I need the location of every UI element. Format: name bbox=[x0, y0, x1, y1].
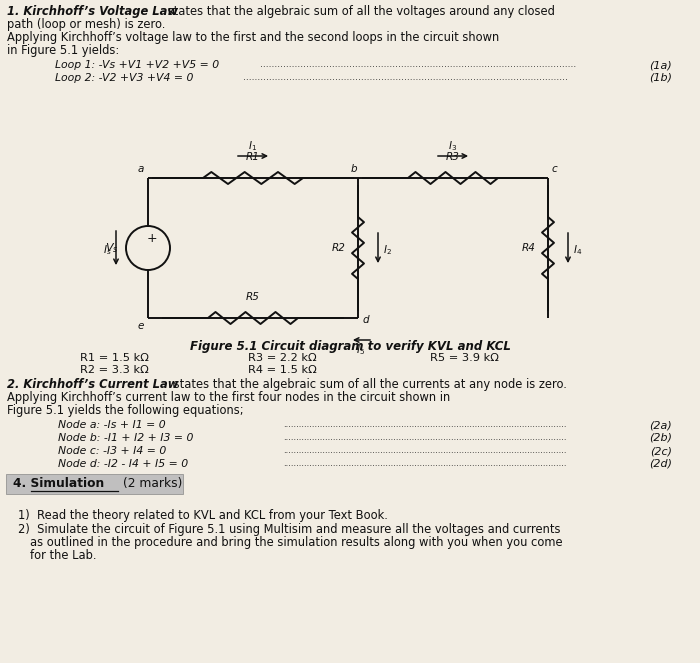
Text: R3 = 2.2 kΩ: R3 = 2.2 kΩ bbox=[248, 353, 316, 363]
Text: as outlined in the procedure and bring the simulation results along with you whe: as outlined in the procedure and bring t… bbox=[30, 536, 563, 549]
Text: in Figure 5.1 yields:: in Figure 5.1 yields: bbox=[7, 44, 119, 57]
Text: R4 = 1.5 kΩ: R4 = 1.5 kΩ bbox=[248, 365, 316, 375]
Text: Applying Kirchhoff’s current law to the first four nodes in the circuit shown in: Applying Kirchhoff’s current law to the … bbox=[7, 391, 450, 404]
Text: R2 = 3.3 kΩ: R2 = 3.3 kΩ bbox=[80, 365, 148, 375]
FancyBboxPatch shape bbox=[6, 474, 183, 494]
Text: (2b): (2b) bbox=[649, 433, 672, 443]
Text: (1b): (1b) bbox=[649, 73, 672, 83]
Text: $I_5$: $I_5$ bbox=[356, 343, 365, 357]
Text: $I_3$: $I_3$ bbox=[449, 139, 458, 153]
Text: R1: R1 bbox=[246, 152, 260, 162]
Text: R3: R3 bbox=[446, 152, 460, 162]
Text: 1)  Read the theory related to KVL and KCL from your Text Book.: 1) Read the theory related to KVL and KC… bbox=[18, 509, 388, 522]
Text: ................................................................................: ........................................… bbox=[283, 446, 566, 455]
Text: Node c: -I3 + I4 = 0: Node c: -I3 + I4 = 0 bbox=[58, 446, 167, 456]
Text: (2d): (2d) bbox=[649, 459, 672, 469]
Text: R5: R5 bbox=[246, 292, 260, 302]
Text: $I_4$: $I_4$ bbox=[573, 243, 582, 257]
Text: Figure 5.1 Circuit diagram to verify KVL and KCL: Figure 5.1 Circuit diagram to verify KVL… bbox=[190, 340, 510, 353]
Text: ................................................................................: ........................................… bbox=[260, 60, 576, 69]
Text: 2. Kirchhoff’s Current Law: 2. Kirchhoff’s Current Law bbox=[7, 378, 178, 391]
Text: $I_1$: $I_1$ bbox=[248, 139, 258, 153]
Text: d: d bbox=[363, 315, 370, 325]
Text: Loop 2: -V2 +V3 +V4 = 0: Loop 2: -V2 +V3 +V4 = 0 bbox=[55, 73, 193, 83]
Text: $I_s$: $I_s$ bbox=[104, 243, 112, 257]
Text: c: c bbox=[552, 164, 558, 174]
Text: b: b bbox=[351, 164, 357, 174]
Text: Node a: -Is + I1 = 0: Node a: -Is + I1 = 0 bbox=[58, 420, 166, 430]
Text: R1 = 1.5 kΩ: R1 = 1.5 kΩ bbox=[80, 353, 149, 363]
Text: R5 = 3.9 kΩ: R5 = 3.9 kΩ bbox=[430, 353, 499, 363]
Text: (1a): (1a) bbox=[650, 60, 672, 70]
Text: (2c): (2c) bbox=[650, 446, 672, 456]
Text: 1. Kirchhoff’s Voltage Law: 1. Kirchhoff’s Voltage Law bbox=[7, 5, 178, 18]
Text: (2a): (2a) bbox=[650, 420, 672, 430]
Text: Loop 1: -Vs +V1 +V2 +V5 = 0: Loop 1: -Vs +V1 +V2 +V5 = 0 bbox=[55, 60, 219, 70]
Text: ................................................................................: ........................................… bbox=[283, 433, 566, 442]
Text: $I_2$: $I_2$ bbox=[383, 243, 392, 257]
Text: ................................................................................: ........................................… bbox=[283, 459, 566, 468]
Text: Node b: -I1 + I2 + I3 = 0: Node b: -I1 + I2 + I3 = 0 bbox=[58, 433, 193, 443]
Text: R2: R2 bbox=[332, 243, 346, 253]
Text: ................................................................................: ........................................… bbox=[283, 420, 566, 429]
Text: ................................................................................: ........................................… bbox=[243, 73, 568, 82]
Text: path (loop or mesh) is zero.: path (loop or mesh) is zero. bbox=[7, 18, 165, 31]
Text: Node d: -I2 - I4 + I5 = 0: Node d: -I2 - I4 + I5 = 0 bbox=[58, 459, 188, 469]
Text: Figure 5.1 yields the following equations;: Figure 5.1 yields the following equation… bbox=[7, 404, 244, 417]
Text: e: e bbox=[138, 321, 144, 331]
Text: (2 marks): (2 marks) bbox=[123, 477, 183, 490]
Text: states that the algebraic sum of all the currents at any node is zero.: states that the algebraic sum of all the… bbox=[170, 378, 567, 391]
Text: 2)  Simulate the circuit of Figure 5.1 using Multisim and measure all the voltag: 2) Simulate the circuit of Figure 5.1 us… bbox=[18, 523, 561, 536]
Text: for the Lab.: for the Lab. bbox=[30, 549, 97, 562]
Text: 4. Simulation: 4. Simulation bbox=[13, 477, 104, 490]
Text: $V_s$: $V_s$ bbox=[104, 241, 118, 255]
Text: R4: R4 bbox=[522, 243, 536, 253]
Text: +: + bbox=[147, 231, 158, 245]
Text: a: a bbox=[138, 164, 144, 174]
Text: Applying Kirchhoff’s voltage law to the first and the second loops in the circui: Applying Kirchhoff’s voltage law to the … bbox=[7, 31, 499, 44]
Text: states that the algebraic sum of all the voltages around any closed: states that the algebraic sum of all the… bbox=[164, 5, 555, 18]
